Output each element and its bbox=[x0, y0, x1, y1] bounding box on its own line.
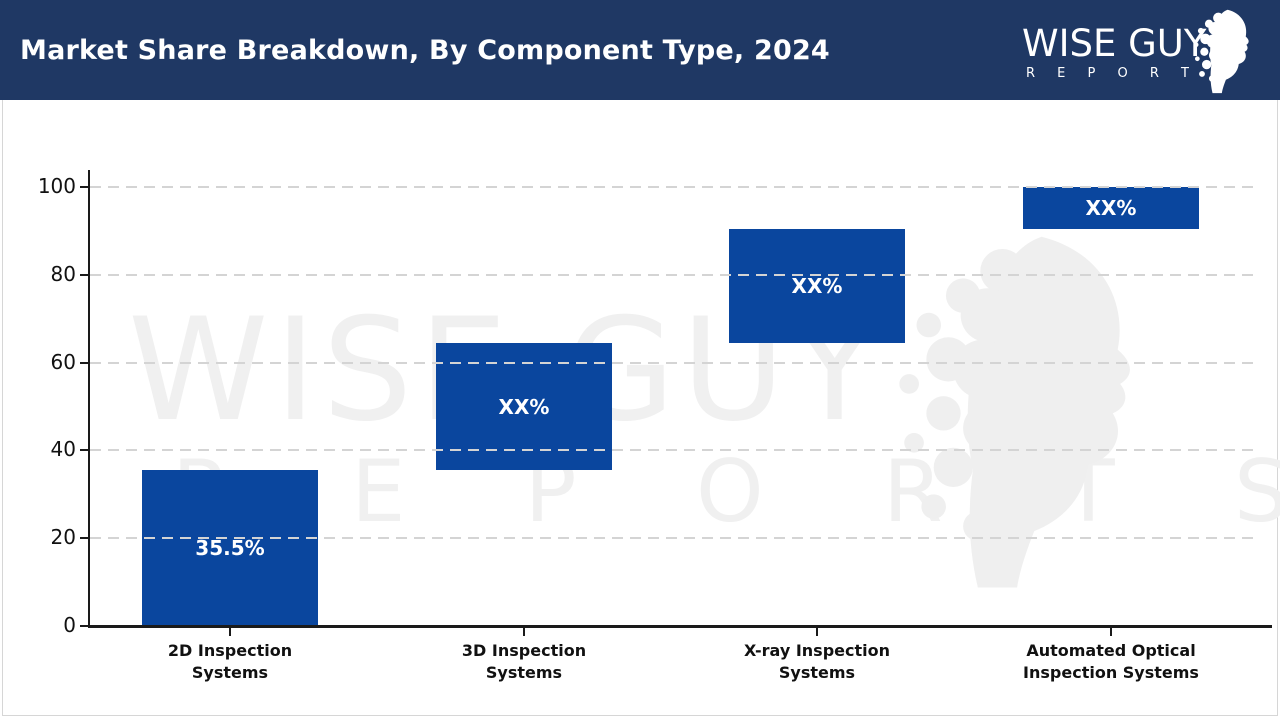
bar-value-label: XX% bbox=[498, 394, 550, 419]
bar-value-label: XX% bbox=[791, 274, 843, 298]
page-title: Market Share Breakdown, By Component Typ… bbox=[20, 34, 830, 66]
y-tick-label: 0 bbox=[63, 613, 76, 637]
gridline bbox=[90, 362, 1256, 364]
logo-subtitle: R E P O R T S bbox=[1026, 66, 1229, 81]
category-label: 3D Inspection Systems bbox=[461, 641, 587, 682]
x-tick bbox=[229, 628, 231, 636]
y-tick-label: 60 bbox=[50, 350, 76, 374]
y-tick-label: 20 bbox=[50, 525, 76, 549]
bar-value-label: 35.5% bbox=[195, 536, 265, 560]
logo-wordmark: WISE GUY bbox=[1022, 22, 1207, 65]
logo: WISE GUY R E P O R T S bbox=[1020, 0, 1270, 100]
y-tick-label: 40 bbox=[50, 437, 76, 461]
category-label: Automated Optical Inspection Systems bbox=[1023, 641, 1199, 682]
y-axis-spine bbox=[88, 170, 90, 626]
header-bar: Market Share Breakdown, By Component Typ… bbox=[0, 0, 1280, 100]
y-tick bbox=[80, 274, 88, 276]
gridline bbox=[90, 449, 1256, 451]
watermark-head-icon bbox=[872, 222, 1172, 590]
x-tick bbox=[816, 628, 818, 636]
y-tick bbox=[80, 362, 88, 364]
bar: XX% bbox=[1023, 187, 1199, 229]
card-border-right bbox=[1277, 100, 1278, 716]
bar: XX% bbox=[436, 343, 612, 470]
bar-value-label: XX% bbox=[1085, 196, 1137, 220]
gridline bbox=[90, 274, 1256, 276]
y-tick bbox=[80, 625, 88, 627]
y-tick bbox=[80, 449, 88, 451]
logo-head-icon bbox=[1188, 6, 1258, 94]
x-axis-baseline bbox=[88, 625, 1272, 628]
y-tick-label: 100 bbox=[37, 174, 76, 198]
gridline bbox=[90, 186, 1256, 188]
card-border-left bbox=[2, 100, 3, 716]
y-tick bbox=[80, 186, 88, 188]
x-tick bbox=[1110, 628, 1112, 636]
y-tick-label: 80 bbox=[50, 262, 76, 286]
category-label: 2D Inspection Systems bbox=[167, 641, 293, 682]
bar: 35.5% bbox=[142, 470, 318, 626]
category-label: X-ray Inspection Systems bbox=[743, 641, 891, 682]
x-tick bbox=[523, 628, 525, 636]
card-border-bottom bbox=[2, 715, 1278, 716]
y-tick bbox=[80, 537, 88, 539]
bar: XX% bbox=[729, 229, 905, 343]
gridline bbox=[90, 537, 1256, 539]
